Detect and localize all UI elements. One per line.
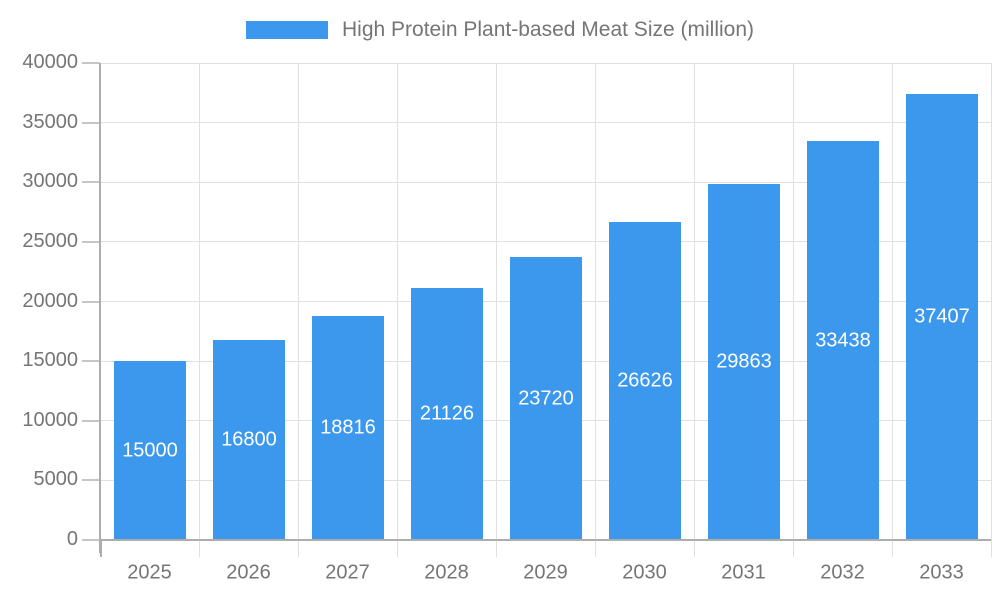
y-tick — [82, 62, 100, 64]
x-tick — [198, 540, 200, 557]
bar: 21126 — [411, 288, 483, 540]
y-tick-label: 20000 — [22, 289, 78, 312]
y-tick-label: 40000 — [22, 51, 78, 74]
x-tick — [594, 540, 596, 557]
bar-value-label: 21126 — [419, 402, 475, 425]
bar-value-label: 26626 — [617, 369, 673, 392]
x-tick-label: 2025 — [127, 561, 172, 584]
bar-value-label: 37407 — [914, 305, 970, 328]
legend-label: High Protein Plant-based Meat Size (mill… — [341, 18, 754, 41]
y-tick — [82, 181, 100, 184]
x-tick-label: 2031 — [721, 561, 766, 584]
bar: 29863 — [708, 183, 780, 540]
y-tick-label: 25000 — [22, 229, 78, 252]
gridline-h — [100, 122, 991, 124]
y-tick — [82, 360, 100, 363]
legend: High Protein Plant-based Meat Size (mill… — [0, 18, 1000, 42]
bar-value-label: 33438 — [815, 329, 871, 352]
x-tick — [990, 540, 992, 557]
x-tick-label: 2026 — [226, 561, 271, 584]
bar: 26626 — [609, 222, 681, 540]
y-tick-label: 10000 — [22, 408, 78, 431]
x-tick — [693, 540, 695, 557]
bar: 23720 — [510, 257, 582, 540]
bar: 37407 — [906, 93, 978, 540]
gridline-h — [100, 241, 991, 243]
y-tick — [82, 539, 100, 541]
y-tick — [82, 479, 100, 482]
gridline-v — [396, 63, 398, 540]
y-tick-label: 0 — [66, 528, 78, 551]
x-tick-label: 2029 — [523, 561, 568, 584]
legend-swatch — [245, 21, 328, 39]
y-axis-line — [99, 63, 101, 553]
y-tick-label: 35000 — [22, 110, 78, 133]
gridline-v — [297, 63, 299, 540]
gridline-v — [693, 63, 695, 540]
y-tick — [82, 300, 100, 303]
gridline-v — [990, 63, 992, 540]
bar: 15000 — [114, 361, 186, 540]
x-tick-label: 2027 — [325, 561, 370, 584]
x-axis-line — [99, 539, 991, 541]
x-tick — [495, 540, 497, 557]
y-tick — [82, 121, 100, 124]
gridline-v — [495, 63, 497, 540]
x-tick — [891, 540, 893, 557]
x-tick-label: 2028 — [424, 561, 469, 584]
gridline-v — [792, 63, 794, 540]
gridline-v — [594, 63, 596, 540]
x-tick-label: 2033 — [919, 561, 964, 584]
bar: 18816 — [312, 315, 384, 540]
bar-value-label: 23720 — [518, 387, 574, 410]
bar-value-label: 29863 — [716, 350, 772, 373]
y-tick-label: 15000 — [22, 349, 78, 372]
bar-value-label: 15000 — [122, 439, 178, 462]
bar: 16800 — [213, 339, 285, 540]
gridline-h — [100, 62, 991, 64]
y-tick — [82, 419, 100, 422]
bar: 33438 — [807, 141, 879, 540]
x-tick-label: 2030 — [622, 561, 667, 584]
bar-value-label: 16800 — [221, 428, 277, 451]
x-tick — [396, 540, 398, 557]
x-tick — [792, 540, 794, 557]
gridline-v — [198, 63, 200, 540]
gridline-h — [100, 181, 991, 183]
y-tick — [82, 240, 100, 243]
bar-value-label: 18816 — [320, 416, 376, 439]
y-tick-label: 5000 — [33, 468, 79, 491]
y-tick-label: 30000 — [22, 170, 78, 193]
gridline-v — [891, 63, 893, 540]
x-tick-label: 2032 — [820, 561, 865, 584]
x-tick — [297, 540, 299, 557]
